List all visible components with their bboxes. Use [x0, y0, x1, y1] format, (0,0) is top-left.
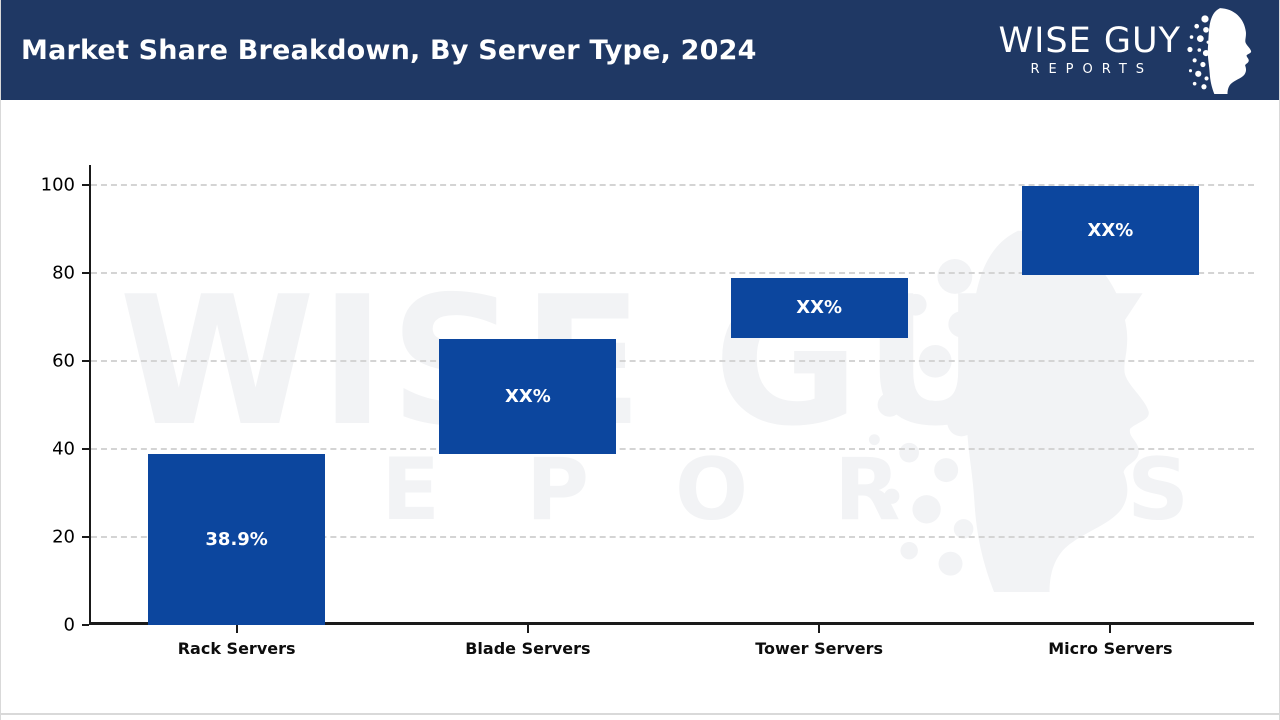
- brand-logo: WISE GUY REPORTS: [998, 6, 1263, 94]
- waterfall-bar-micro-servers: XX%: [1021, 185, 1199, 276]
- y-tick-mark: [82, 271, 89, 274]
- x-tick-mark: [818, 625, 821, 633]
- x-category-label: Tower Servers: [755, 639, 884, 658]
- gridline-y100: [91, 183, 1254, 186]
- y-tick-mark: [82, 447, 89, 450]
- bar-value-label: XX%: [1087, 219, 1134, 241]
- bar-value-label: XX%: [504, 385, 551, 407]
- x-tick-mark: [1109, 625, 1112, 633]
- gridline-y80: [91, 271, 1254, 274]
- page-title: Market Share Breakdown, By Server Type, …: [21, 34, 757, 66]
- x-category-label: Blade Servers: [465, 639, 591, 658]
- y-tick-label: 20: [52, 526, 75, 548]
- waterfall-bar-rack-servers: 38.9%: [148, 453, 326, 625]
- bar-value-label: 38.9%: [205, 528, 268, 550]
- y-tick-mark: [82, 624, 89, 626]
- y-tick-label: 0: [63, 614, 75, 636]
- y-tick-label: 80: [52, 262, 75, 284]
- plot-area: 0 20 40 60 80 100 38.9% Rack Servers XX% Blade Se…: [41, 165, 1254, 658]
- waterfall-bar-blade-servers: XX%: [439, 338, 617, 454]
- header: Market Share Breakdown, By Server Type, …: [1, 0, 1279, 100]
- y-tick-label: 40: [52, 438, 75, 460]
- bottom-border: [1, 713, 1279, 715]
- brand-name: WISE GUY: [998, 20, 1181, 61]
- watermark-face-icon: [868, 230, 1149, 592]
- y-tick-label: 60: [52, 350, 75, 372]
- y-tick-mark: [82, 359, 89, 362]
- x-tick-mark: [235, 625, 238, 633]
- brand-subtitle: REPORTS: [1030, 61, 1154, 77]
- gridline-y40: [91, 447, 1254, 450]
- x-tick-mark: [526, 625, 529, 633]
- bar-value-label: XX%: [796, 297, 843, 319]
- x-category-label: Rack Servers: [177, 639, 296, 658]
- brand-logo-text: WISE GUY REPORTS: [998, 20, 1181, 77]
- y-tick-label: 100: [40, 174, 75, 196]
- waterfall-bar-tower-servers: XX%: [730, 277, 908, 338]
- brand-face-icon: [1187, 8, 1252, 94]
- y-tick-mark: [82, 535, 89, 538]
- y-tick-mark: [82, 183, 89, 186]
- x-category-label: Micro Servers: [1048, 639, 1173, 658]
- gridline-y20: [91, 535, 1254, 538]
- gridline-y60: [91, 359, 1254, 362]
